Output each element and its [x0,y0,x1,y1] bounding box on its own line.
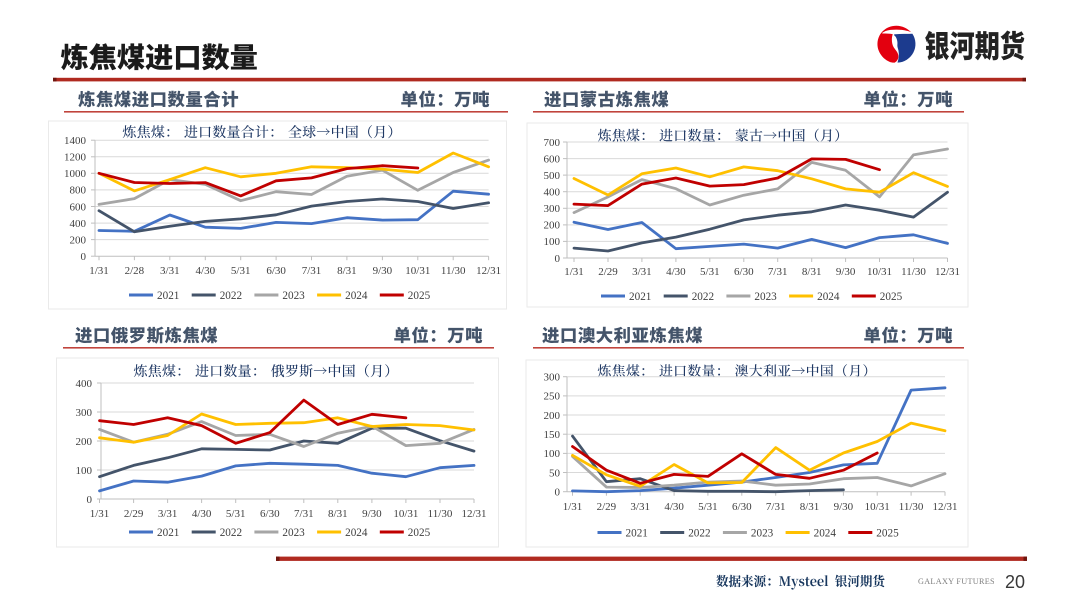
svg-text:7/31: 7/31 [766,501,786,513]
svg-text:8/31: 8/31 [328,508,348,520]
svg-text:2021: 2021 [157,290,179,302]
svg-text:100: 100 [544,448,561,460]
svg-text:9/30: 9/30 [834,501,854,513]
svg-text:1/31: 1/31 [564,266,584,278]
svg-text:11/30: 11/30 [441,265,466,277]
svg-text:2023: 2023 [282,290,305,302]
svg-text:8/31: 8/31 [802,266,822,278]
svg-text:2025: 2025 [408,290,431,302]
svg-text:500: 500 [544,170,561,182]
svg-text:50: 50 [549,467,561,479]
svg-text:8/31: 8/31 [337,265,357,277]
svg-text:9/30: 9/30 [373,265,393,277]
svg-text:1000: 1000 [64,168,87,180]
svg-text:0: 0 [555,253,561,265]
svg-text:400: 400 [544,187,561,199]
svg-text:1/31: 1/31 [90,508,110,520]
svg-text:2022: 2022 [692,291,714,303]
svg-text:11/30: 11/30 [901,266,926,278]
svg-text:4/30: 4/30 [196,265,216,277]
svg-text:10/31: 10/31 [405,265,430,277]
svg-text:200: 200 [544,410,561,422]
svg-text:4/30: 4/30 [666,266,686,278]
svg-text:3/31: 3/31 [630,501,650,513]
svg-text:12/31: 12/31 [476,265,501,277]
svg-text:600: 600 [70,201,87,213]
svg-text:300: 300 [76,407,93,419]
svg-text:3/31: 3/31 [160,265,180,277]
svg-text:100: 100 [76,465,93,477]
svg-text:2024: 2024 [814,528,837,540]
svg-text:1400: 1400 [64,135,87,147]
svg-text:2024: 2024 [345,290,368,302]
svg-text:700: 700 [544,137,561,149]
svg-text:2025: 2025 [880,291,903,303]
svg-text:300: 300 [544,372,561,384]
svg-text:1/31: 1/31 [89,265,109,277]
svg-text:200: 200 [76,436,93,448]
svg-text:2021: 2021 [626,528,648,540]
svg-text:12/31: 12/31 [935,266,960,278]
svg-text:12/31: 12/31 [461,508,486,520]
svg-text:12/31: 12/31 [932,501,957,513]
svg-text:2023: 2023 [282,527,305,539]
svg-text:9/30: 9/30 [362,508,382,520]
svg-text:800: 800 [70,185,87,197]
svg-text:200: 200 [70,234,87,246]
svg-text:400: 400 [70,218,87,230]
svg-text:7/31: 7/31 [294,508,314,520]
svg-text:2025: 2025 [876,528,899,540]
svg-text:1/31: 1/31 [563,501,583,513]
svg-text:5/31: 5/31 [700,266,720,278]
svg-text:2024: 2024 [817,291,840,303]
svg-text:2024: 2024 [345,527,368,539]
svg-text:3/31: 3/31 [632,266,652,278]
svg-text:250: 250 [544,391,561,403]
svg-text:100: 100 [544,236,561,248]
svg-text:5/31: 5/31 [698,501,718,513]
svg-text:2021: 2021 [629,291,651,303]
svg-text:10/31: 10/31 [867,266,892,278]
svg-text:1200: 1200 [64,152,87,164]
svg-text:2022: 2022 [688,528,710,540]
svg-text:8/31: 8/31 [800,501,820,513]
svg-text:4/30: 4/30 [192,508,212,520]
svg-text:200: 200 [544,220,561,232]
svg-text:6/30: 6/30 [266,265,286,277]
svg-text:3/31: 3/31 [158,508,178,520]
svg-text:GALAXY FUTURES: GALAXY FUTURES [918,577,995,586]
svg-text:400: 400 [76,378,93,390]
svg-text:6/30: 6/30 [734,266,754,278]
svg-text:0: 0 [555,487,561,499]
svg-text:2/28: 2/28 [125,265,145,277]
svg-text:20: 20 [1005,572,1025,592]
svg-text:6/30: 6/30 [260,508,280,520]
svg-text:7/31: 7/31 [768,266,788,278]
svg-text:5/31: 5/31 [231,265,251,277]
svg-text:2/29: 2/29 [597,501,617,513]
svg-text:600: 600 [544,153,561,165]
svg-text:2022: 2022 [220,290,242,302]
svg-text:300: 300 [544,203,561,215]
svg-text:9/30: 9/30 [836,266,856,278]
svg-text:2023: 2023 [751,528,774,540]
svg-text:2/29: 2/29 [124,508,144,520]
svg-text:150: 150 [544,429,561,441]
svg-text:0: 0 [87,494,93,506]
svg-text:11/30: 11/30 [899,501,924,513]
svg-text:7/31: 7/31 [302,265,322,277]
svg-text:10/31: 10/31 [865,501,890,513]
svg-text:2025: 2025 [408,527,431,539]
svg-text:4/30: 4/30 [664,501,684,513]
svg-text:2023: 2023 [754,291,777,303]
svg-text:0: 0 [81,251,87,263]
svg-text:2021: 2021 [157,527,179,539]
svg-text:11/30: 11/30 [428,508,453,520]
svg-text:5/31: 5/31 [226,508,246,520]
svg-text:2022: 2022 [220,527,242,539]
svg-text:6/30: 6/30 [732,501,752,513]
svg-text:2/29: 2/29 [598,266,618,278]
svg-text:10/31: 10/31 [393,508,418,520]
